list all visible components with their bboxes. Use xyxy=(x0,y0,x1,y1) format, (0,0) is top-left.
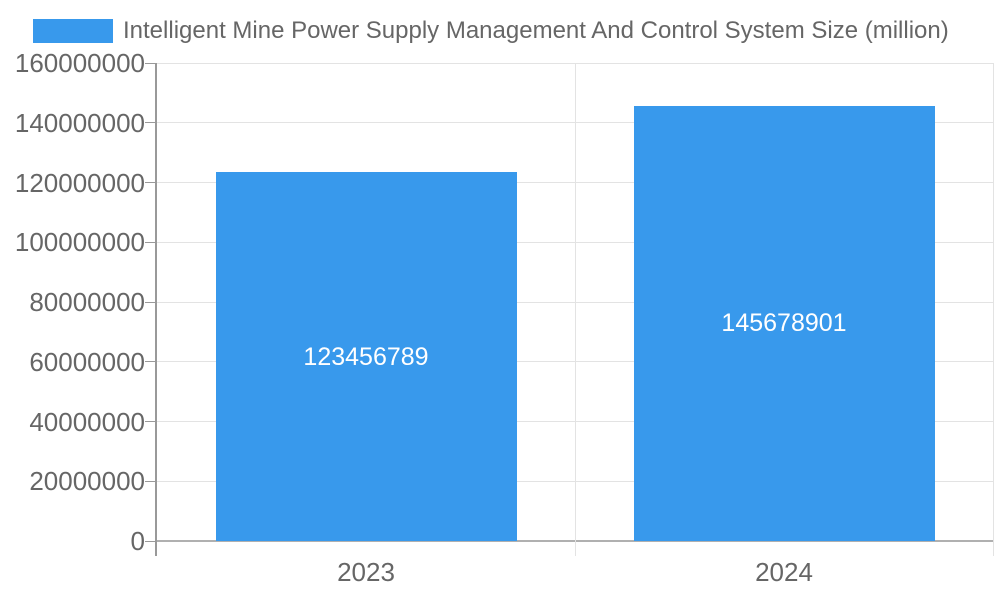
y-axis-tick xyxy=(145,540,155,542)
y-tick-label: 120000000 xyxy=(14,167,145,198)
y-axis-tick xyxy=(145,421,155,422)
y-tick-label: 100000000 xyxy=(14,227,145,258)
y-axis-tick xyxy=(145,361,155,363)
legend-item[interactable]: Intelligent Mine Power Supply Management… xyxy=(33,13,949,49)
y-tick-label: 40000000 xyxy=(29,406,145,437)
y-tick-label: 140000000 xyxy=(14,107,145,138)
bar-2023[interactable] xyxy=(215,172,517,541)
plot-area: 123456789 145678901 xyxy=(157,62,994,556)
x-tick-label-2023: 2023 xyxy=(337,557,395,587)
x-grid-line xyxy=(574,63,576,556)
x-tick-label-2024: 2024 xyxy=(755,557,813,587)
y-axis-line xyxy=(155,63,157,556)
y-tick-label: 20000000 xyxy=(29,466,145,497)
y-axis-tick xyxy=(145,241,155,243)
legend-series-label: Intelligent Mine Power Supply Management… xyxy=(123,17,949,44)
y-axis-tick xyxy=(145,480,155,482)
y-tick-label: 80000000 xyxy=(29,287,145,317)
y-axis-tick xyxy=(145,301,155,303)
bar-value-label-2024: 145678901 xyxy=(721,309,847,338)
legend-swatch xyxy=(33,19,113,43)
y-axis-tick xyxy=(145,122,155,124)
bar-2024[interactable] xyxy=(633,105,935,541)
x-grid-line xyxy=(992,63,994,556)
y-tick-label: 60000000 xyxy=(29,346,145,377)
y-axis-tick xyxy=(145,182,155,183)
y-tick-label: 0 xyxy=(130,526,145,556)
y-tick-label: 160000000 xyxy=(14,48,145,78)
bar-value-label-2023: 123456789 xyxy=(303,342,429,371)
y-axis-tick xyxy=(145,62,155,64)
